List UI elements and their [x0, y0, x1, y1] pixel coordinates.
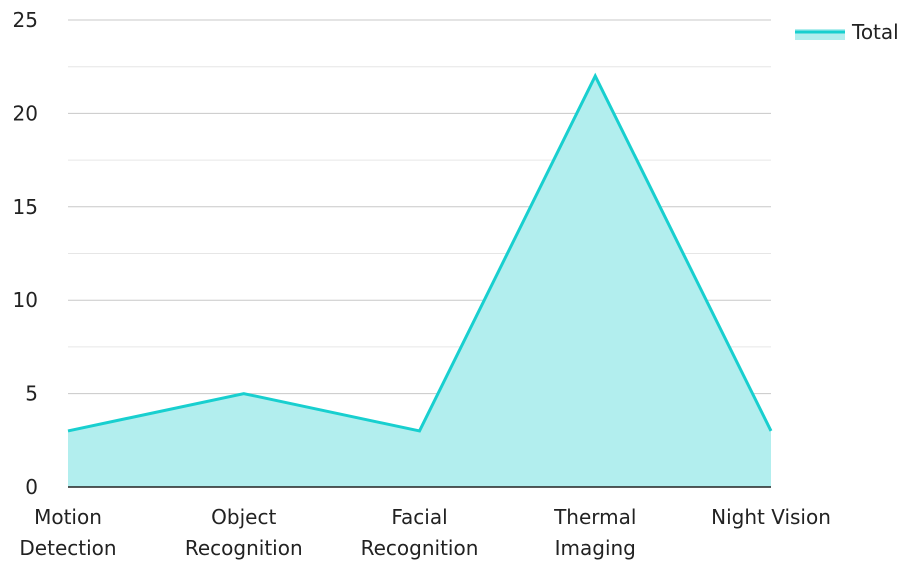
y-tick-label: 10	[13, 288, 38, 312]
x-tick-label-line: Recognition	[361, 536, 479, 560]
x-tick-label-line: Object	[211, 505, 276, 529]
x-tick-label: Facial Recognition	[361, 505, 479, 560]
x-tick-label: Motion Detection	[19, 505, 116, 560]
series-area-fill	[68, 76, 771, 487]
x-tick-label-line: Recognition	[185, 536, 303, 560]
legend-swatch-fill	[795, 29, 845, 40]
legend-label: Total	[851, 20, 899, 44]
y-tick-label: 0	[25, 475, 38, 499]
x-tick-label-line: Motion	[34, 505, 102, 529]
x-tick-label-line: Thermal	[553, 505, 636, 529]
x-tick-label: Thermal Imaging	[553, 505, 636, 560]
y-tick-label: 15	[13, 195, 38, 219]
y-tick-label: 20	[13, 101, 38, 125]
legend: Total	[795, 20, 899, 44]
x-tick-label: Night Vision	[711, 505, 831, 529]
grid-lines	[68, 19, 771, 441]
x-tick-label: Object Recognition	[185, 505, 303, 560]
plot-area	[67, 72, 773, 487]
x-tick-label-line: Facial	[391, 505, 447, 529]
y-tick-label: 5	[25, 382, 38, 406]
axes: 0 5 10 15 20 25 Motion Detection Object Recogniti…	[13, 8, 831, 560]
y-tick-label: 25	[13, 8, 38, 32]
x-tick-label-line: Imaging	[555, 536, 636, 560]
x-tick-label-line: Night Vision	[711, 505, 831, 529]
x-tick-label-line: Detection	[19, 536, 116, 560]
